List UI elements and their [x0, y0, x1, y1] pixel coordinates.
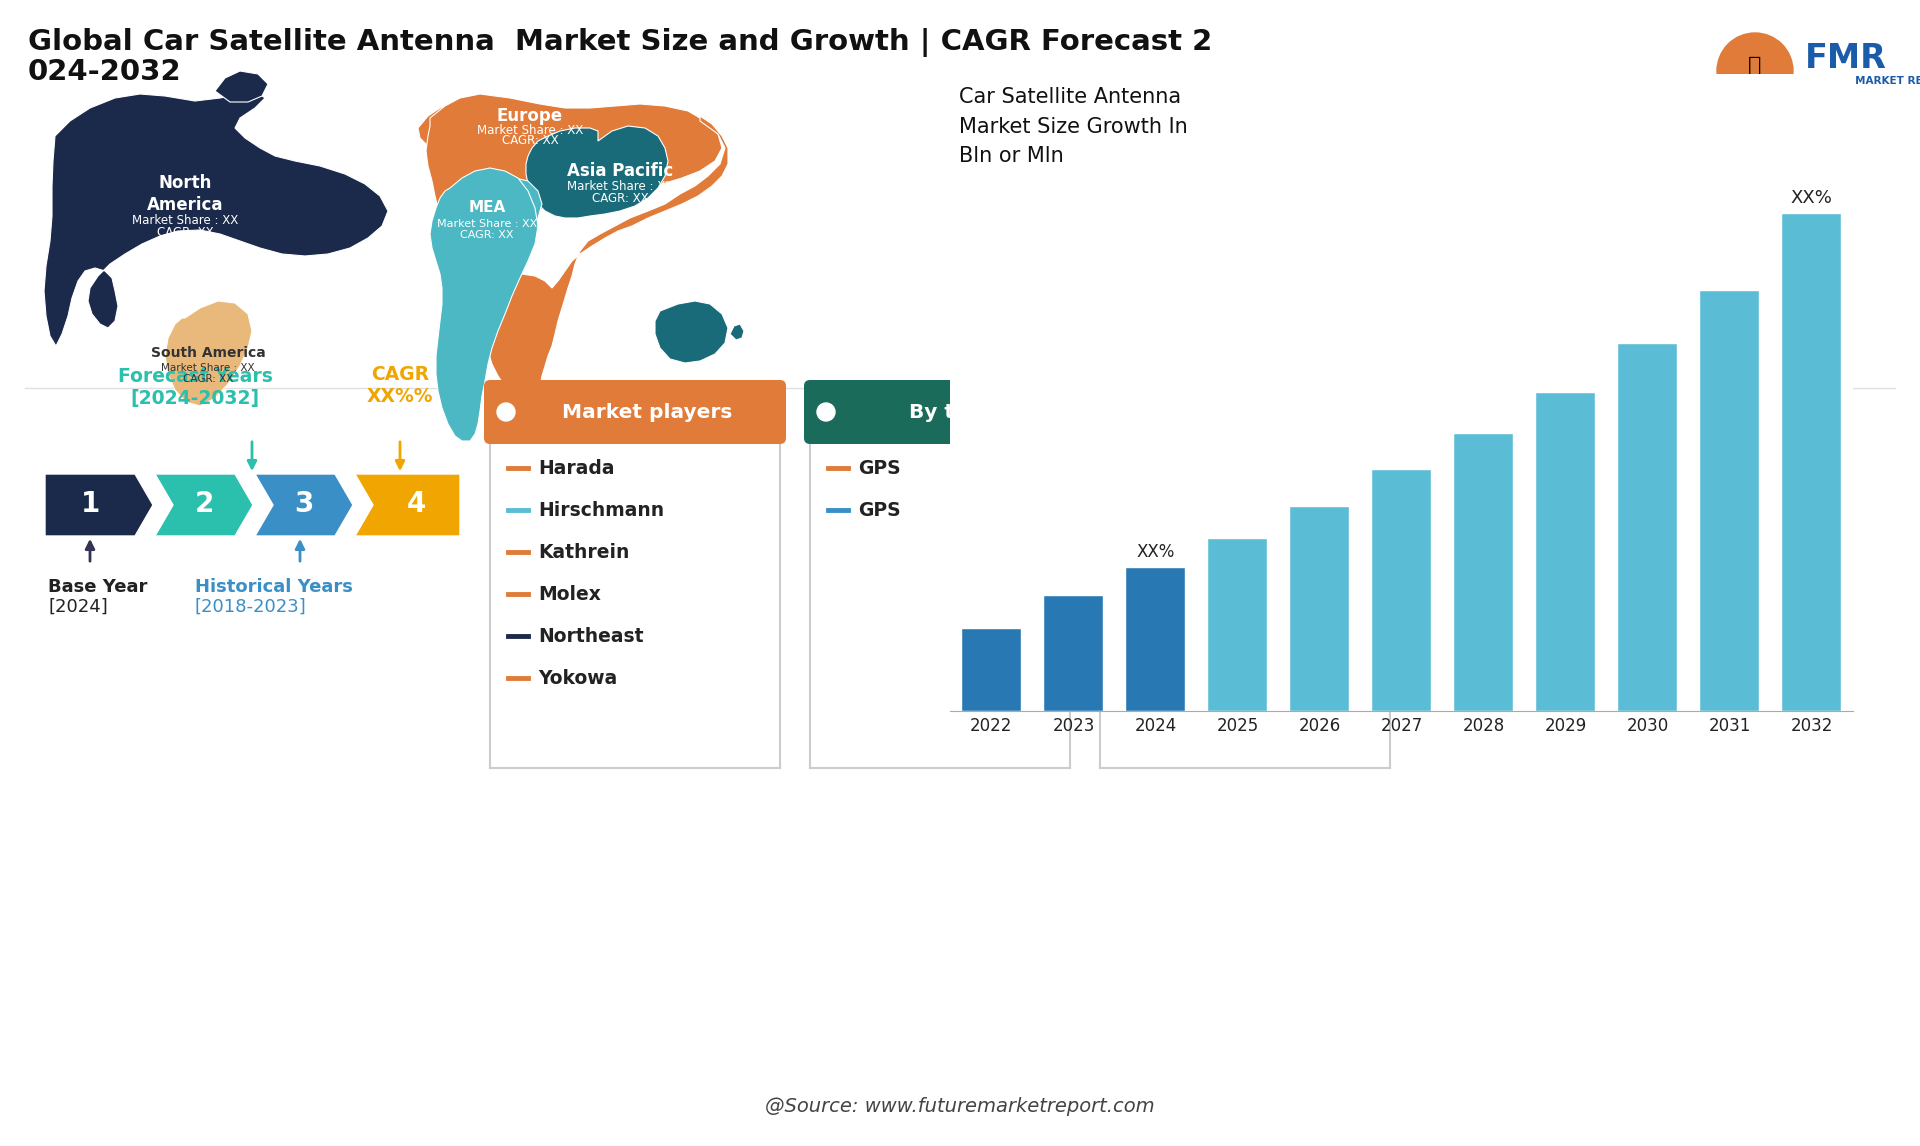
Bar — [1453, 433, 1513, 711]
Text: Market Share : XX: Market Share : XX — [476, 124, 584, 136]
FancyBboxPatch shape — [484, 380, 785, 444]
Text: CAGR: XX: CAGR: XX — [182, 374, 232, 384]
Circle shape — [1108, 403, 1125, 421]
Text: [2018-2023]: [2018-2023] — [196, 598, 307, 617]
Circle shape — [818, 403, 835, 421]
Polygon shape — [526, 126, 668, 218]
Polygon shape — [156, 474, 253, 536]
Text: Base Year: Base Year — [48, 578, 148, 596]
Bar — [1125, 568, 1185, 711]
Text: CAGR: XX: CAGR: XX — [157, 227, 213, 240]
Polygon shape — [730, 324, 745, 340]
Text: GPS: GPS — [858, 458, 900, 478]
Polygon shape — [255, 474, 353, 536]
Text: 4: 4 — [407, 490, 426, 518]
Text: Asia Pacific: Asia Pacific — [566, 162, 674, 180]
Text: @Source: www.futuremarketreport.com: @Source: www.futuremarketreport.com — [766, 1097, 1154, 1115]
Polygon shape — [419, 104, 530, 158]
Bar — [1044, 596, 1102, 711]
Text: MEA: MEA — [468, 201, 505, 215]
Text: Market Share : XX: Market Share : XX — [566, 180, 674, 193]
Text: Market Share : XX: Market Share : XX — [161, 363, 255, 372]
Text: Molex: Molex — [538, 584, 601, 604]
Text: CAGR: XX: CAGR: XX — [591, 191, 649, 204]
Bar — [962, 629, 1021, 711]
Text: XX%: XX% — [1791, 189, 1834, 207]
Text: Harada: Harada — [538, 458, 614, 478]
Text: North
America: North America — [146, 174, 223, 214]
Bar — [1619, 344, 1678, 711]
Text: By type: By type — [908, 402, 995, 422]
Text: Market Share : XX: Market Share : XX — [132, 214, 238, 228]
Text: 3: 3 — [294, 490, 313, 518]
Circle shape — [497, 403, 515, 421]
Text: Market Share : XX: Market Share : XX — [438, 219, 538, 229]
Text: Global Car Satellite Antenna  Market Size and Growth | CAGR Forecast 2: Global Car Satellite Antenna Market Size… — [29, 28, 1212, 57]
Text: Forecast Years: Forecast Years — [117, 367, 273, 386]
Polygon shape — [355, 474, 461, 536]
Text: Commercial: Commercial — [1148, 458, 1273, 478]
Text: XX%%: XX%% — [367, 387, 434, 406]
Bar — [1536, 393, 1596, 711]
Text: FUTURE MARKET REPORT: FUTURE MARKET REPORT — [1805, 76, 1920, 86]
Text: By application: By application — [1175, 402, 1338, 422]
FancyBboxPatch shape — [804, 380, 1075, 444]
Text: Northeast: Northeast — [538, 627, 643, 645]
Polygon shape — [44, 91, 388, 346]
Circle shape — [1716, 33, 1793, 109]
Polygon shape — [430, 168, 538, 441]
Polygon shape — [465, 178, 541, 251]
Text: CAGR: XX: CAGR: XX — [501, 134, 559, 148]
Text: CAGR: XX: CAGR: XX — [461, 230, 515, 240]
Text: XX%: XX% — [1137, 543, 1175, 562]
Text: 1: 1 — [81, 490, 100, 518]
Text: Car Satellite Antenna
Market Size Growth In
Bln or Mln: Car Satellite Antenna Market Size Growth… — [958, 87, 1187, 166]
Text: Kathrein: Kathrein — [538, 542, 630, 562]
Text: 👤: 👤 — [1749, 56, 1763, 76]
Text: GPS: GPS — [858, 501, 900, 519]
Bar — [1701, 291, 1759, 711]
Text: Hirschmann: Hirschmann — [538, 501, 664, 519]
Text: [2024]: [2024] — [48, 598, 108, 617]
Text: Europe: Europe — [497, 107, 563, 125]
Text: Passenger: Passenger — [1148, 501, 1258, 519]
FancyBboxPatch shape — [1094, 380, 1396, 444]
Polygon shape — [426, 94, 722, 274]
Text: 024-2032: 024-2032 — [29, 58, 182, 86]
Text: Historical Years: Historical Years — [196, 578, 353, 596]
Polygon shape — [480, 116, 728, 398]
Polygon shape — [44, 474, 154, 536]
Polygon shape — [165, 301, 252, 406]
Text: FMR: FMR — [1805, 42, 1887, 76]
Text: Yokowa: Yokowa — [538, 668, 616, 688]
Polygon shape — [215, 71, 269, 102]
Polygon shape — [655, 301, 728, 363]
Text: Market players: Market players — [563, 402, 732, 422]
Bar — [1208, 540, 1267, 711]
Bar — [1373, 470, 1430, 711]
Text: [2024-2032]: [2024-2032] — [131, 388, 259, 408]
Bar — [1290, 507, 1350, 711]
Text: 2: 2 — [194, 490, 213, 518]
Text: South America: South America — [150, 346, 265, 360]
Text: CAGR: CAGR — [371, 364, 428, 384]
Bar — [1782, 213, 1841, 711]
